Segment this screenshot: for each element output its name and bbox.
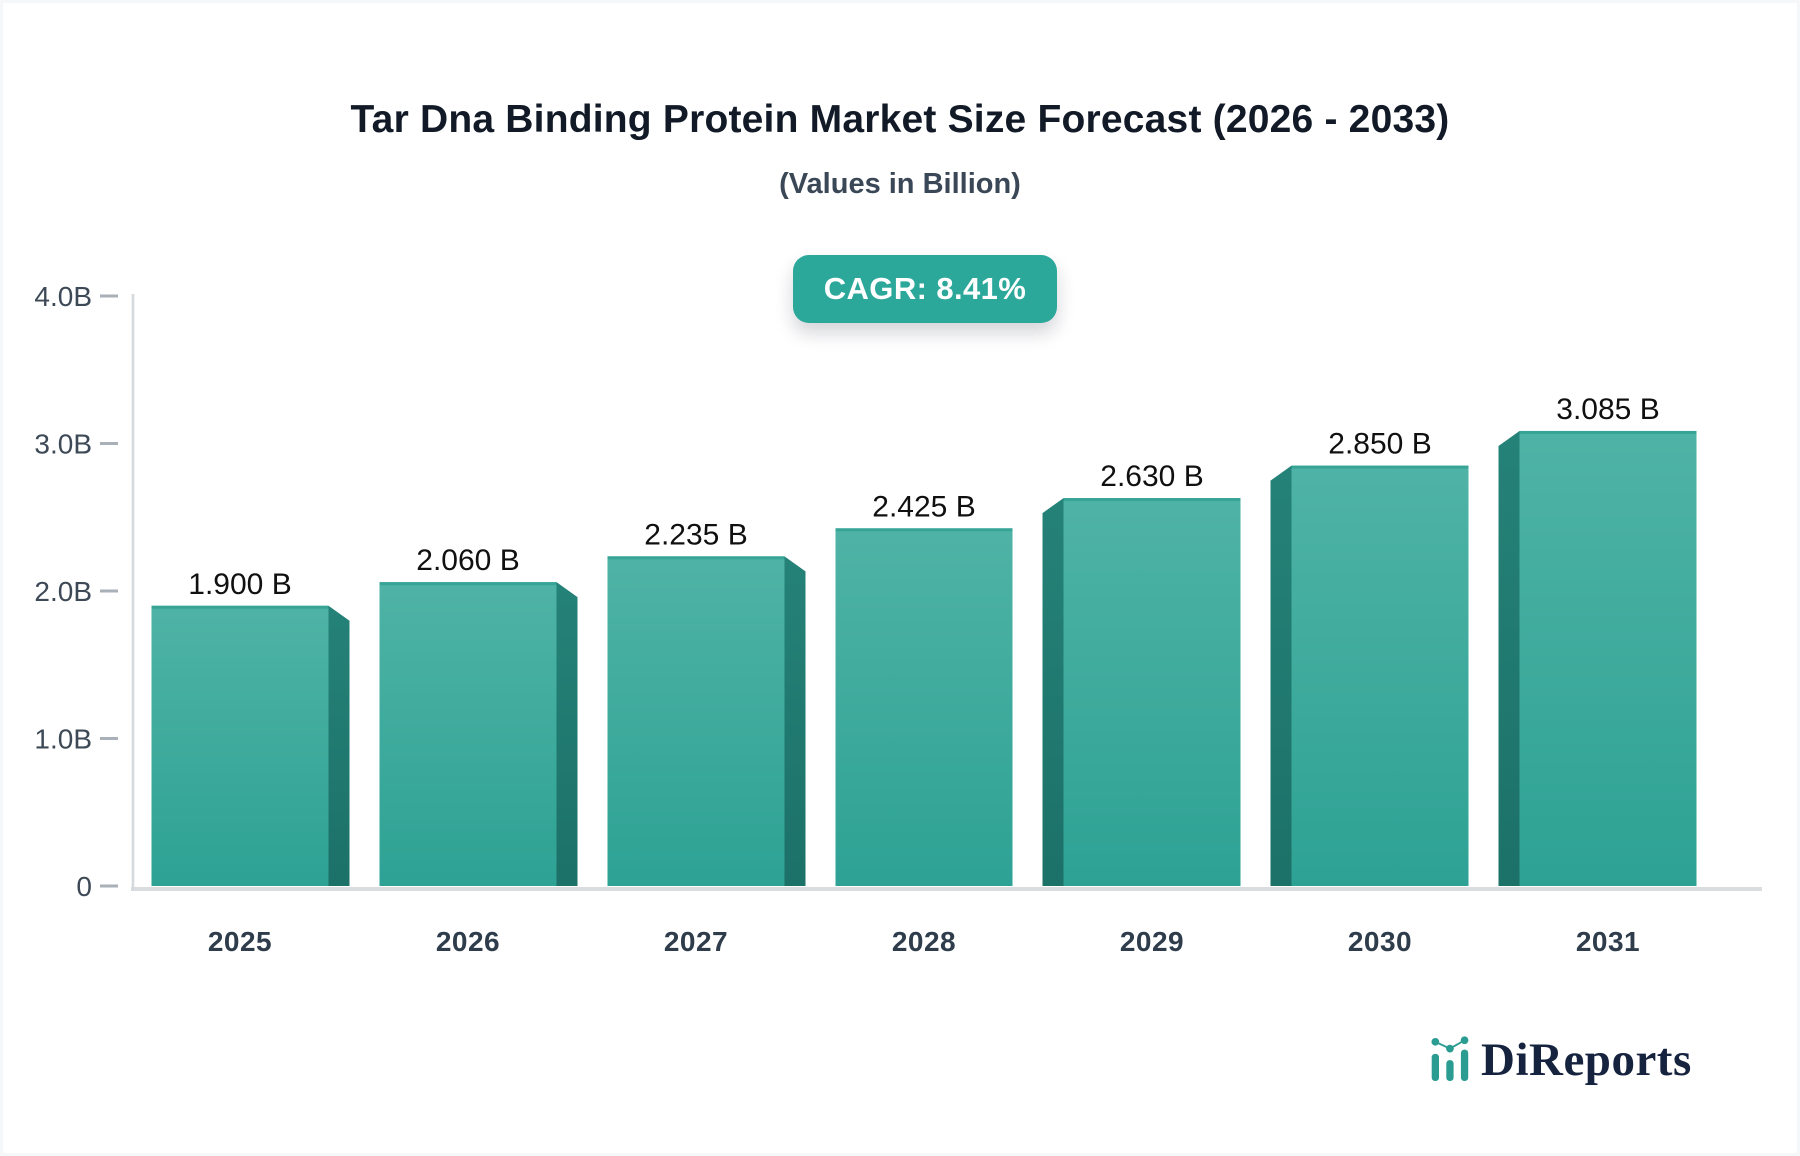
bar-2025 bbox=[151, 605, 350, 886]
bar-side-face bbox=[1498, 430, 1520, 886]
bar-side-face bbox=[556, 582, 578, 886]
x-axis-label: 2029 bbox=[1120, 926, 1184, 957]
bar-side-face bbox=[328, 605, 350, 886]
bar-top-edge bbox=[835, 528, 1013, 532]
bar-top-edge bbox=[379, 582, 557, 586]
x-axis-label: 2025 bbox=[208, 926, 272, 957]
direports-logo: DiReports bbox=[1430, 1033, 1692, 1086]
mini-bar-chart-icon bbox=[1431, 1036, 1469, 1081]
logo-text: DiReports bbox=[1481, 1033, 1692, 1086]
bar-2028 bbox=[835, 528, 1013, 886]
x-axis-label: 2026 bbox=[436, 926, 500, 957]
bar-value-label: 1.900 B bbox=[188, 568, 291, 601]
y-tick-label: 4.0B bbox=[34, 281, 92, 312]
bar-value-label: 2.235 B bbox=[644, 518, 747, 551]
bar-top-edge bbox=[607, 556, 785, 560]
bar-value-label: 3.085 B bbox=[1556, 393, 1659, 426]
bar-front-face bbox=[151, 605, 329, 886]
bar-side-face bbox=[784, 556, 806, 886]
x-axis-label: 2030 bbox=[1348, 926, 1412, 957]
bar-2031 bbox=[1498, 430, 1697, 886]
bar-value-label: 2.850 B bbox=[1328, 428, 1431, 461]
bar-value-label: 2.060 B bbox=[416, 544, 519, 577]
x-axis-label: 2028 bbox=[892, 926, 956, 957]
bar-side-face bbox=[1042, 498, 1064, 886]
bar-value-label: 2.630 B bbox=[1100, 460, 1203, 493]
chart-title: Tar Dna Binding Protein Market Size Fore… bbox=[350, 98, 1450, 141]
bar-front-face bbox=[1063, 498, 1241, 886]
bar-front-face bbox=[607, 556, 785, 886]
y-tick-label: 0 bbox=[76, 871, 92, 902]
y-tick-label: 1.0B bbox=[34, 724, 92, 755]
y-tick-label: 3.0B bbox=[34, 429, 92, 460]
bar-top-edge bbox=[151, 605, 329, 609]
bar-top-edge bbox=[1063, 498, 1241, 502]
x-axis-label: 2031 bbox=[1576, 926, 1640, 957]
y-tick-label: 2.0B bbox=[34, 576, 92, 607]
cagr-badge: CAGR: 8.41% bbox=[793, 255, 1057, 323]
chart-subtitle: (Values in Billion) bbox=[779, 168, 1021, 200]
bar-front-face bbox=[1291, 465, 1469, 886]
bar-front-face bbox=[835, 528, 1013, 886]
bar-2026 bbox=[379, 582, 578, 886]
bar-2029 bbox=[1042, 498, 1241, 886]
bar-value-label: 2.425 B bbox=[872, 490, 975, 523]
x-axis-label: 2027 bbox=[664, 926, 728, 957]
bar-top-edge bbox=[1291, 465, 1469, 469]
bar-2030 bbox=[1270, 465, 1469, 886]
bar-front-face bbox=[1519, 430, 1697, 886]
bar-2027 bbox=[607, 556, 806, 886]
bar-side-face bbox=[1270, 465, 1292, 886]
bar-top-edge bbox=[1519, 430, 1697, 434]
bar-front-face bbox=[379, 582, 557, 886]
